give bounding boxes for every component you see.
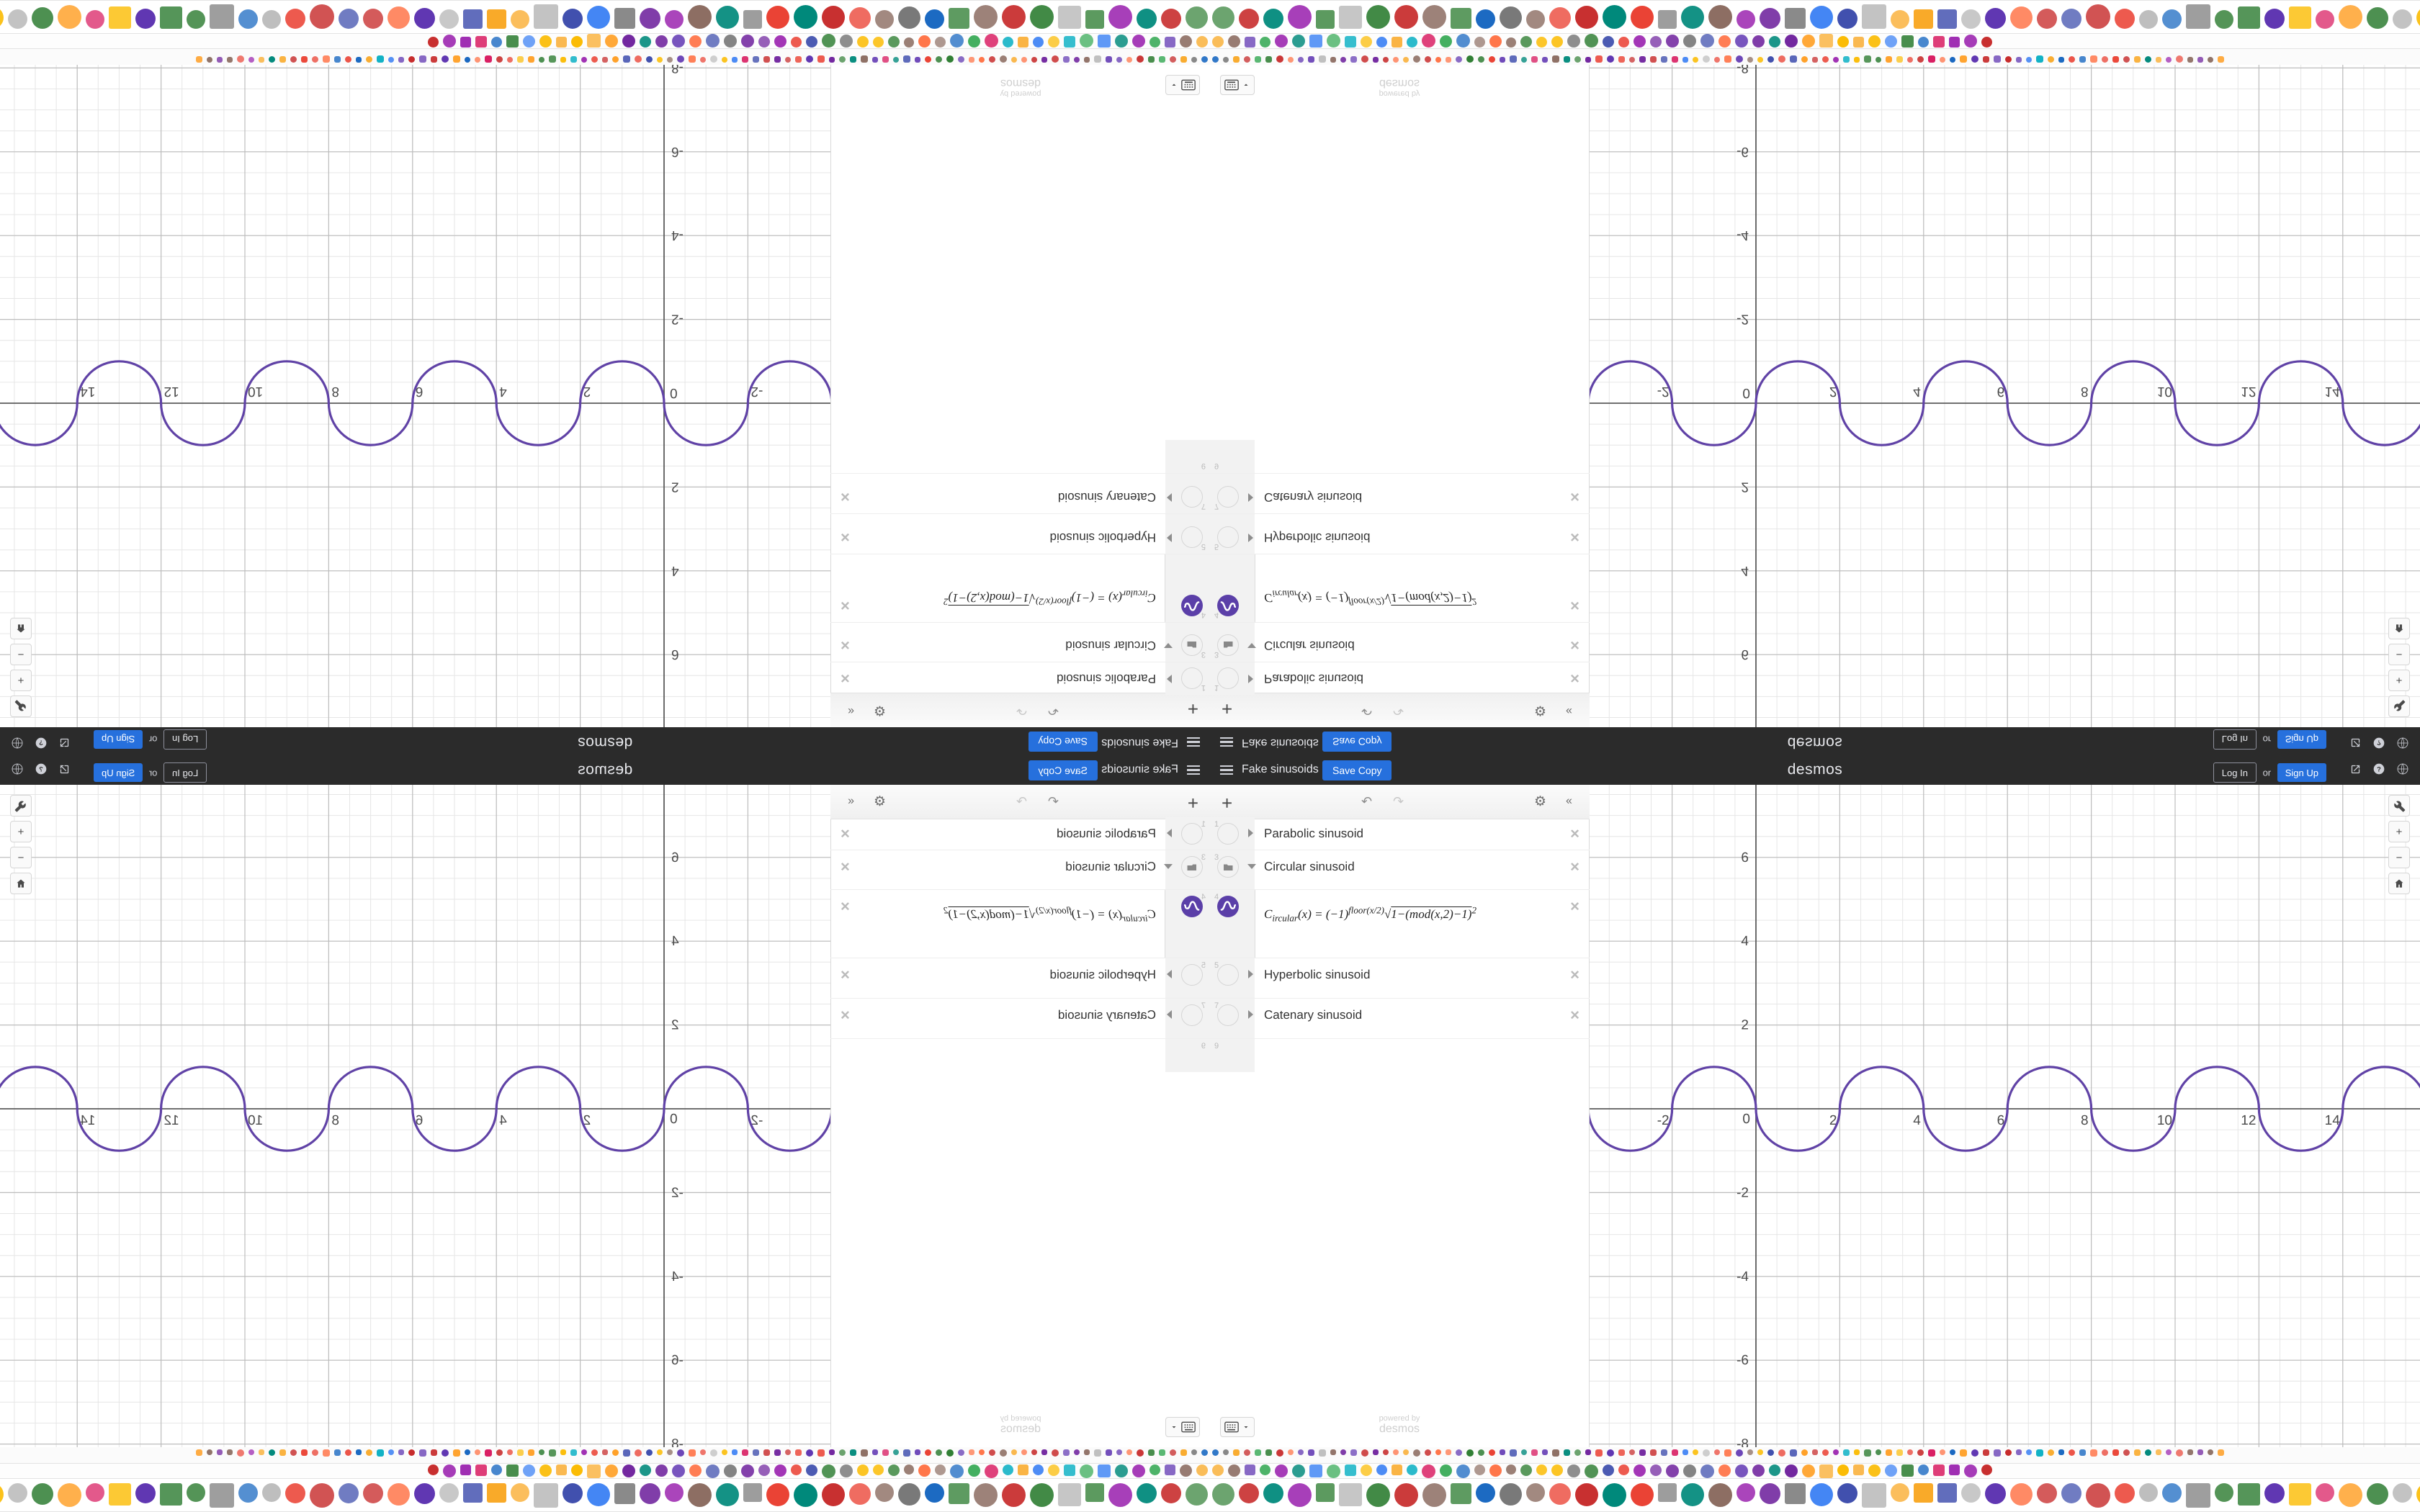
svg-text:4: 4 [1741,563,1749,578]
svg-text:-4: -4 [671,1269,684,1284]
svg-text:12: 12 [164,1113,179,1128]
svg-text:12: 12 [2241,384,2256,399]
svg-text:-4: -4 [1736,228,1749,243]
svg-text:-8: -8 [1736,1437,1749,1447]
svg-text:4: 4 [1741,934,1749,949]
svg-text:6: 6 [671,647,679,662]
svg-text:4: 4 [499,384,507,399]
svg-text:6: 6 [1741,850,1749,865]
svg-text:2: 2 [671,1018,679,1033]
svg-text:8: 8 [2081,384,2089,399]
svg-text:2: 2 [671,479,679,494]
svg-text:-2: -2 [1736,312,1749,327]
svg-text:10: 10 [248,384,263,399]
svg-text:4: 4 [671,934,679,949]
svg-text:4: 4 [671,563,679,578]
svg-text:-2: -2 [671,1185,684,1200]
svg-text:-6: -6 [1736,144,1749,159]
svg-text:12: 12 [2241,1113,2256,1128]
svg-text:-2: -2 [671,312,684,327]
svg-text:2: 2 [1741,479,1749,494]
svg-text:-6: -6 [671,1353,684,1368]
svg-text:?: ? [39,739,43,747]
svg-text:4: 4 [499,1113,507,1128]
svg-text:-2: -2 [1736,1185,1749,1200]
svg-text:10: 10 [248,1113,263,1128]
svg-text:2: 2 [1741,1018,1749,1033]
svg-text:-4: -4 [671,228,684,243]
svg-text:0: 0 [1742,385,1750,400]
svg-text:4: 4 [1913,1113,1921,1128]
svg-text:12: 12 [164,384,179,399]
svg-text:0: 0 [1742,1112,1750,1127]
svg-text:-4: -4 [1736,1269,1749,1284]
svg-text:6: 6 [671,850,679,865]
svg-text:?: ? [2377,765,2381,773]
svg-text:14: 14 [2325,1113,2341,1128]
svg-text:8: 8 [331,384,339,399]
svg-text:-8: -8 [671,65,684,75]
svg-text:14: 14 [2325,384,2341,399]
svg-text:-8: -8 [671,1437,684,1447]
svg-text:-6: -6 [671,144,684,159]
svg-text:10: 10 [2157,384,2172,399]
svg-text:?: ? [2377,739,2381,747]
svg-text:4: 4 [1913,384,1921,399]
svg-text:10: 10 [2157,1113,2172,1128]
svg-text:?: ? [39,765,43,773]
svg-text:-8: -8 [1736,65,1749,75]
svg-text:-6: -6 [1736,1353,1749,1368]
svg-text:8: 8 [2081,1113,2089,1128]
svg-text:8: 8 [331,1113,339,1128]
svg-text:14: 14 [80,384,96,399]
svg-text:6: 6 [1741,647,1749,662]
svg-text:14: 14 [80,1113,96,1128]
svg-text:0: 0 [670,1112,678,1127]
svg-text:0: 0 [670,385,678,400]
